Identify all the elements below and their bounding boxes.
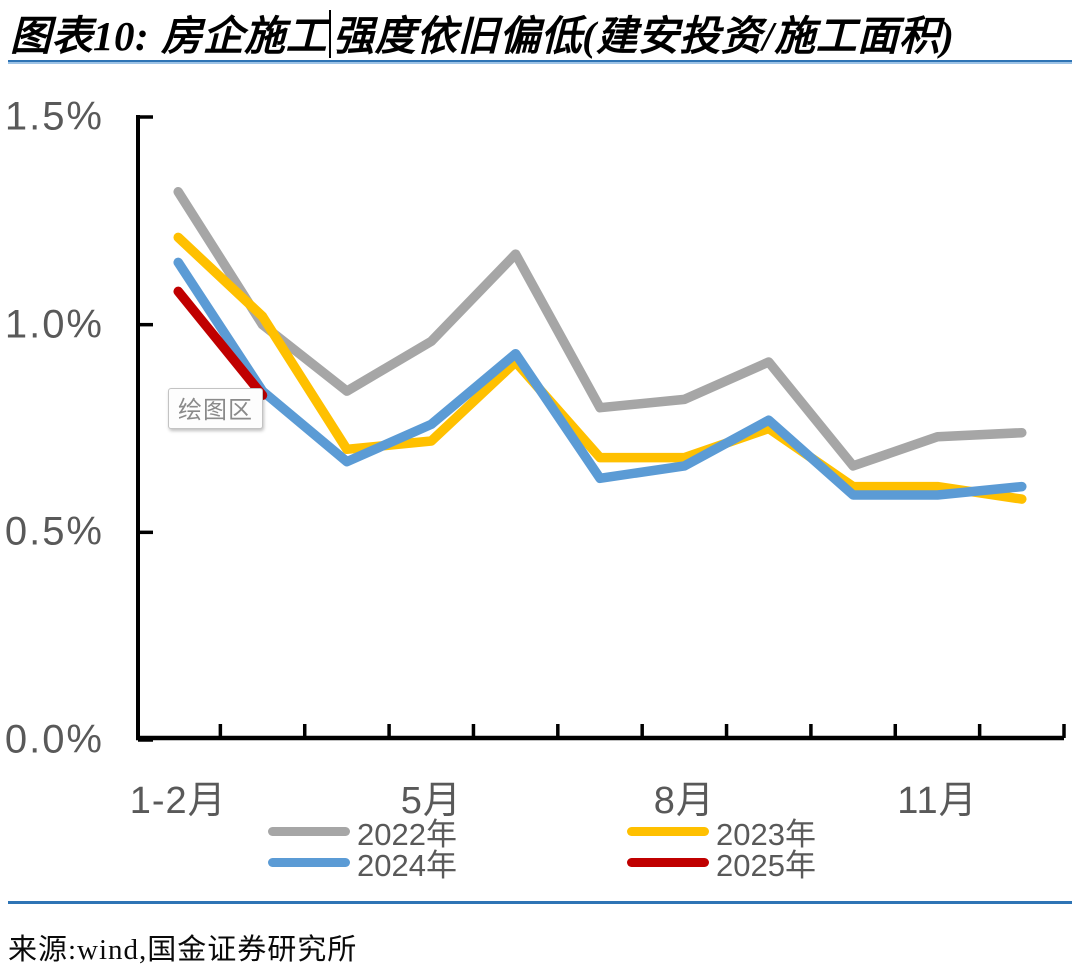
- chart-title-text-1: 房企施工: [161, 13, 328, 59]
- y-axis-label: 0.0%: [4, 717, 104, 762]
- legend-label: 2025年: [716, 848, 816, 883]
- y-axis-label: 0.5%: [4, 509, 104, 554]
- legend: 2022年 2023年 2024年 2025年: [268, 816, 816, 883]
- y-axis-label: 1.5%: [4, 94, 104, 139]
- x-axis-label: 1-2月: [129, 780, 227, 822]
- series-line-2022年[interactable]: [173, 187, 1027, 471]
- y-axis-label: 1.0%: [4, 302, 104, 347]
- legend-swatch-icon: [627, 827, 709, 836]
- legend-item-2022年[interactable]: 2022年: [268, 816, 627, 852]
- legend-swatch-icon: [627, 858, 709, 867]
- legend-swatch-icon: [268, 827, 350, 836]
- plot-area-tooltip: 绘图区: [168, 388, 263, 429]
- source-text: 来源:wind,国金证券研究所: [8, 934, 358, 966]
- series-line-2025年[interactable]: [173, 286, 268, 401]
- legend-label: 2024年: [357, 848, 457, 883]
- x-axis-label: 11月: [897, 780, 978, 822]
- footer-divider-rule: [8, 901, 1072, 904]
- plot-area-tooltip-label: 绘图区: [178, 397, 253, 424]
- legend-item-2023年[interactable]: 2023年: [627, 816, 816, 852]
- chart-title-text-2: 强度依旧偏低(建安投资/施工面积): [333, 13, 955, 59]
- x-axis-label: 8月: [653, 780, 715, 822]
- chart-title-prefix: 图表10:: [10, 13, 150, 59]
- series-line-2023年[interactable]: [173, 232, 1027, 504]
- title-divider-rule: [8, 60, 1072, 62]
- series-line-2024年[interactable]: [173, 257, 1027, 500]
- legend-item-2025年[interactable]: 2025年: [627, 847, 816, 883]
- legend-swatch-icon: [268, 858, 350, 867]
- legend-label: 2022年: [357, 817, 457, 852]
- text-cursor: [329, 10, 332, 58]
- chart-canvas[interactable]: [0, 90, 1080, 790]
- chart-title: 图表10: 房企施工 强度依旧偏低(建安投资/施工面积): [10, 2, 1075, 62]
- legend-label: 2023年: [716, 817, 816, 852]
- legend-item-2024年[interactable]: 2024年: [268, 847, 627, 883]
- x-axis-label: 5月: [400, 780, 462, 822]
